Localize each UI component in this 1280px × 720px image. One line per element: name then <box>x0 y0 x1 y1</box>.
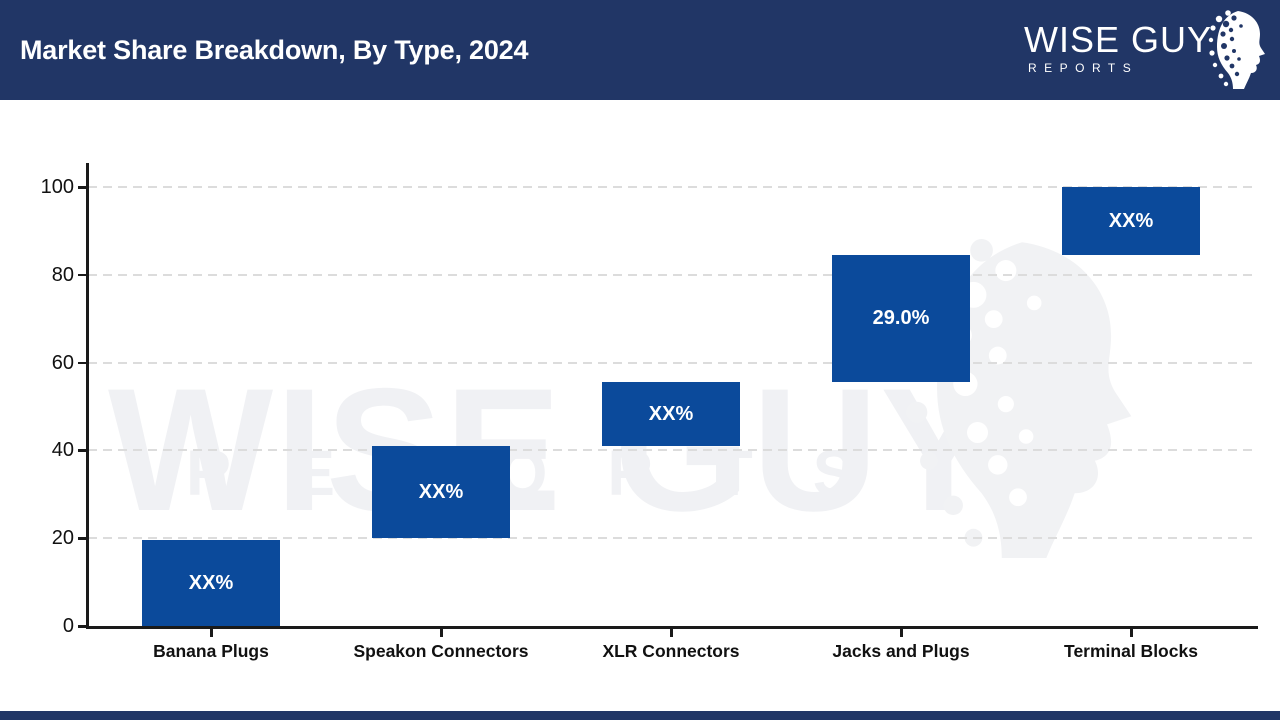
bar-value-label: XX% <box>188 571 234 594</box>
watermark-tagline: REPORTS <box>186 437 916 509</box>
x-tick-mark <box>1130 628 1133 637</box>
logo-tagline: REPORTS <box>1027 61 1139 75</box>
y-tick-mark <box>78 449 86 452</box>
y-tick-mark <box>78 186 86 189</box>
y-tick-label: 0 <box>62 615 74 637</box>
gridline <box>88 361 1258 364</box>
y-tick-label: 20 <box>51 527 74 550</box>
y-tick-mark <box>78 625 86 628</box>
bar: XX% <box>142 540 280 626</box>
footer-bar <box>0 711 1280 720</box>
header-bar: Market Share Breakdown, By Type, 2024 WI… <box>0 0 1280 100</box>
bar: XX% <box>1062 187 1200 256</box>
chart-area: WISE GUY REPORTS XX% XX% XX% 29.0% XX% 0 20 40 6… <box>0 100 1280 711</box>
chart-title: Market Share Breakdown, By Type, 2024 <box>20 34 529 65</box>
y-tick-mark <box>78 273 86 277</box>
bar-value-label: XX% <box>648 402 694 425</box>
x-axis-label: Speakon Connectors <box>353 641 529 661</box>
logo-wordmark: WISE GUY <box>1023 19 1212 60</box>
gridline <box>88 449 1258 452</box>
bar: XX% <box>372 446 510 539</box>
y-axis-line <box>86 163 89 626</box>
bar: XX% <box>602 382 740 446</box>
x-tick-mark <box>670 628 673 637</box>
y-tick-label: 100 <box>40 176 74 198</box>
gridline <box>88 186 1258 188</box>
x-tick-mark <box>210 628 213 637</box>
y-tick-mark <box>78 537 86 540</box>
x-axis-label: Jacks and Plugs <box>832 641 970 661</box>
x-axis-label: XLR Connectors <box>602 641 740 661</box>
y-tick-label: 80 <box>51 263 74 286</box>
x-tick-mark <box>900 628 903 637</box>
gridline <box>88 537 1258 540</box>
x-axis-line <box>86 626 1258 629</box>
y-tick-mark <box>78 361 86 365</box>
y-tick-label: 60 <box>51 351 74 374</box>
wiseguy-head-icon <box>1208 10 1265 89</box>
x-axis-label: Terminal Blocks <box>1064 641 1198 661</box>
bar-value-label: XX% <box>418 480 464 503</box>
logo-text: WISE GUY REPORTS <box>1023 19 1212 76</box>
gridline <box>88 273 1258 276</box>
x-tick-mark <box>440 628 443 637</box>
bar-value-label: XX% <box>1108 209 1154 232</box>
y-tick-label: 40 <box>51 439 74 462</box>
x-axis-label: Banana Plugs <box>153 641 269 661</box>
wiseguy-logo: WISE GUY REPORTS <box>1024 6 1268 90</box>
bar: 29.0% <box>832 255 970 383</box>
bar-value-label: 29.0% <box>872 307 930 330</box>
